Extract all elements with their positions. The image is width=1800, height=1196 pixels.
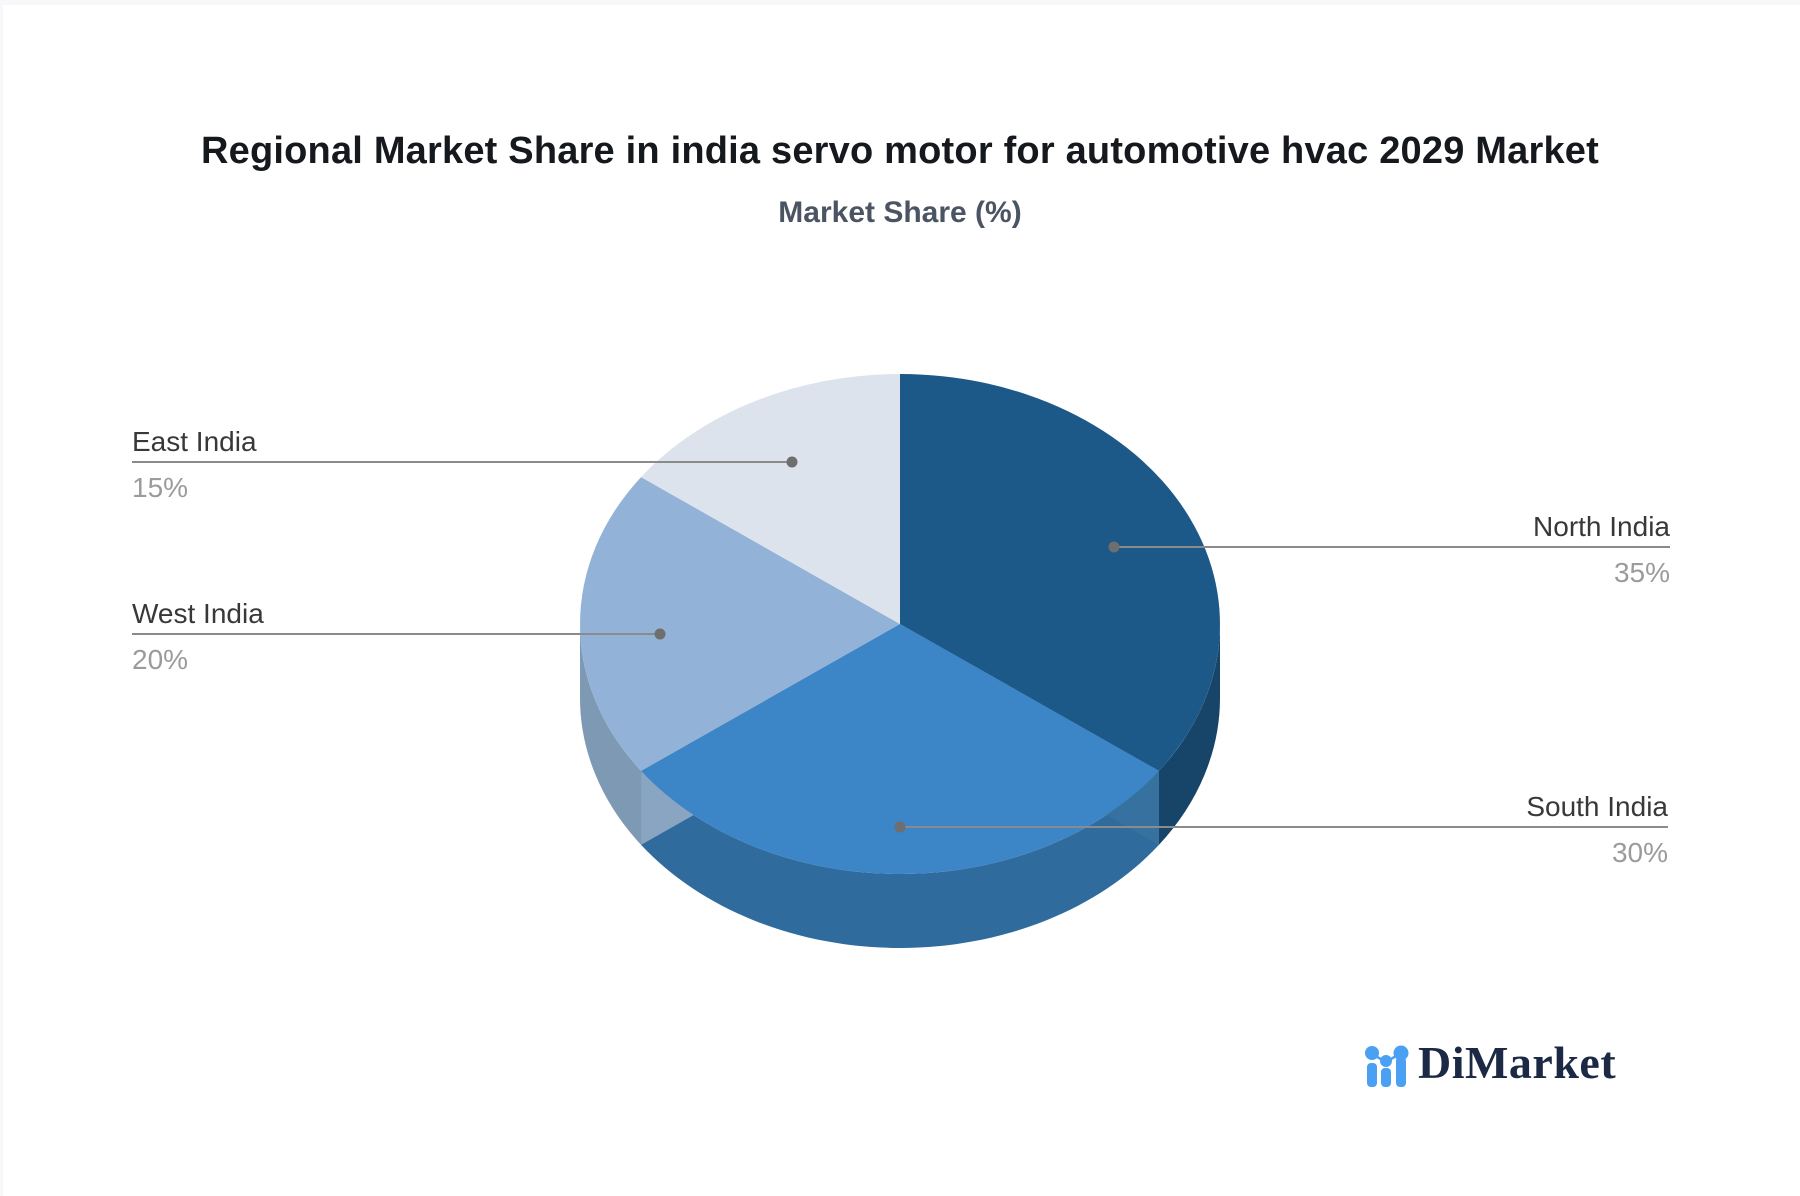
top-edge-strip — [0, 0, 1800, 5]
dimarket-logo-text: DiMarket — [1418, 1037, 1617, 1088]
chart-title: Regional Market Share in india servo mot… — [201, 130, 1599, 172]
pie-slice-north-india[interactable] — [900, 374, 1220, 771]
value-south-india: 30% — [1611, 837, 1668, 868]
dimarket-logo-icon — [1365, 1045, 1409, 1087]
pie-side-north-india — [1158, 624, 1220, 845]
label-east-india: East India — [132, 426, 257, 457]
pie-slice-west-india[interactable] — [580, 477, 900, 771]
label-west-india: West India — [132, 598, 264, 629]
label-south-india: South India — [1526, 791, 1668, 822]
left-edge-strip — [0, 0, 3, 1196]
label-north-india: North India — [1533, 511, 1670, 542]
chart-subtitle: Market Share (%) — [778, 196, 1022, 229]
leader-dot-north-india — [1108, 541, 1120, 553]
leader-dot-east-india — [786, 456, 798, 468]
pie-side-south-india — [641, 770, 1159, 948]
pie-slice-east-india[interactable] — [641, 374, 900, 624]
leader-dot-south-india — [894, 821, 906, 833]
value-east-india: 15% — [132, 472, 189, 503]
pie-slice-south-india[interactable] — [641, 624, 1159, 874]
pie-side-west-india — [580, 624, 642, 845]
value-west-india: 20% — [132, 644, 189, 675]
value-north-india: 35% — [1613, 557, 1670, 588]
leader-dot-west-india — [654, 628, 666, 640]
